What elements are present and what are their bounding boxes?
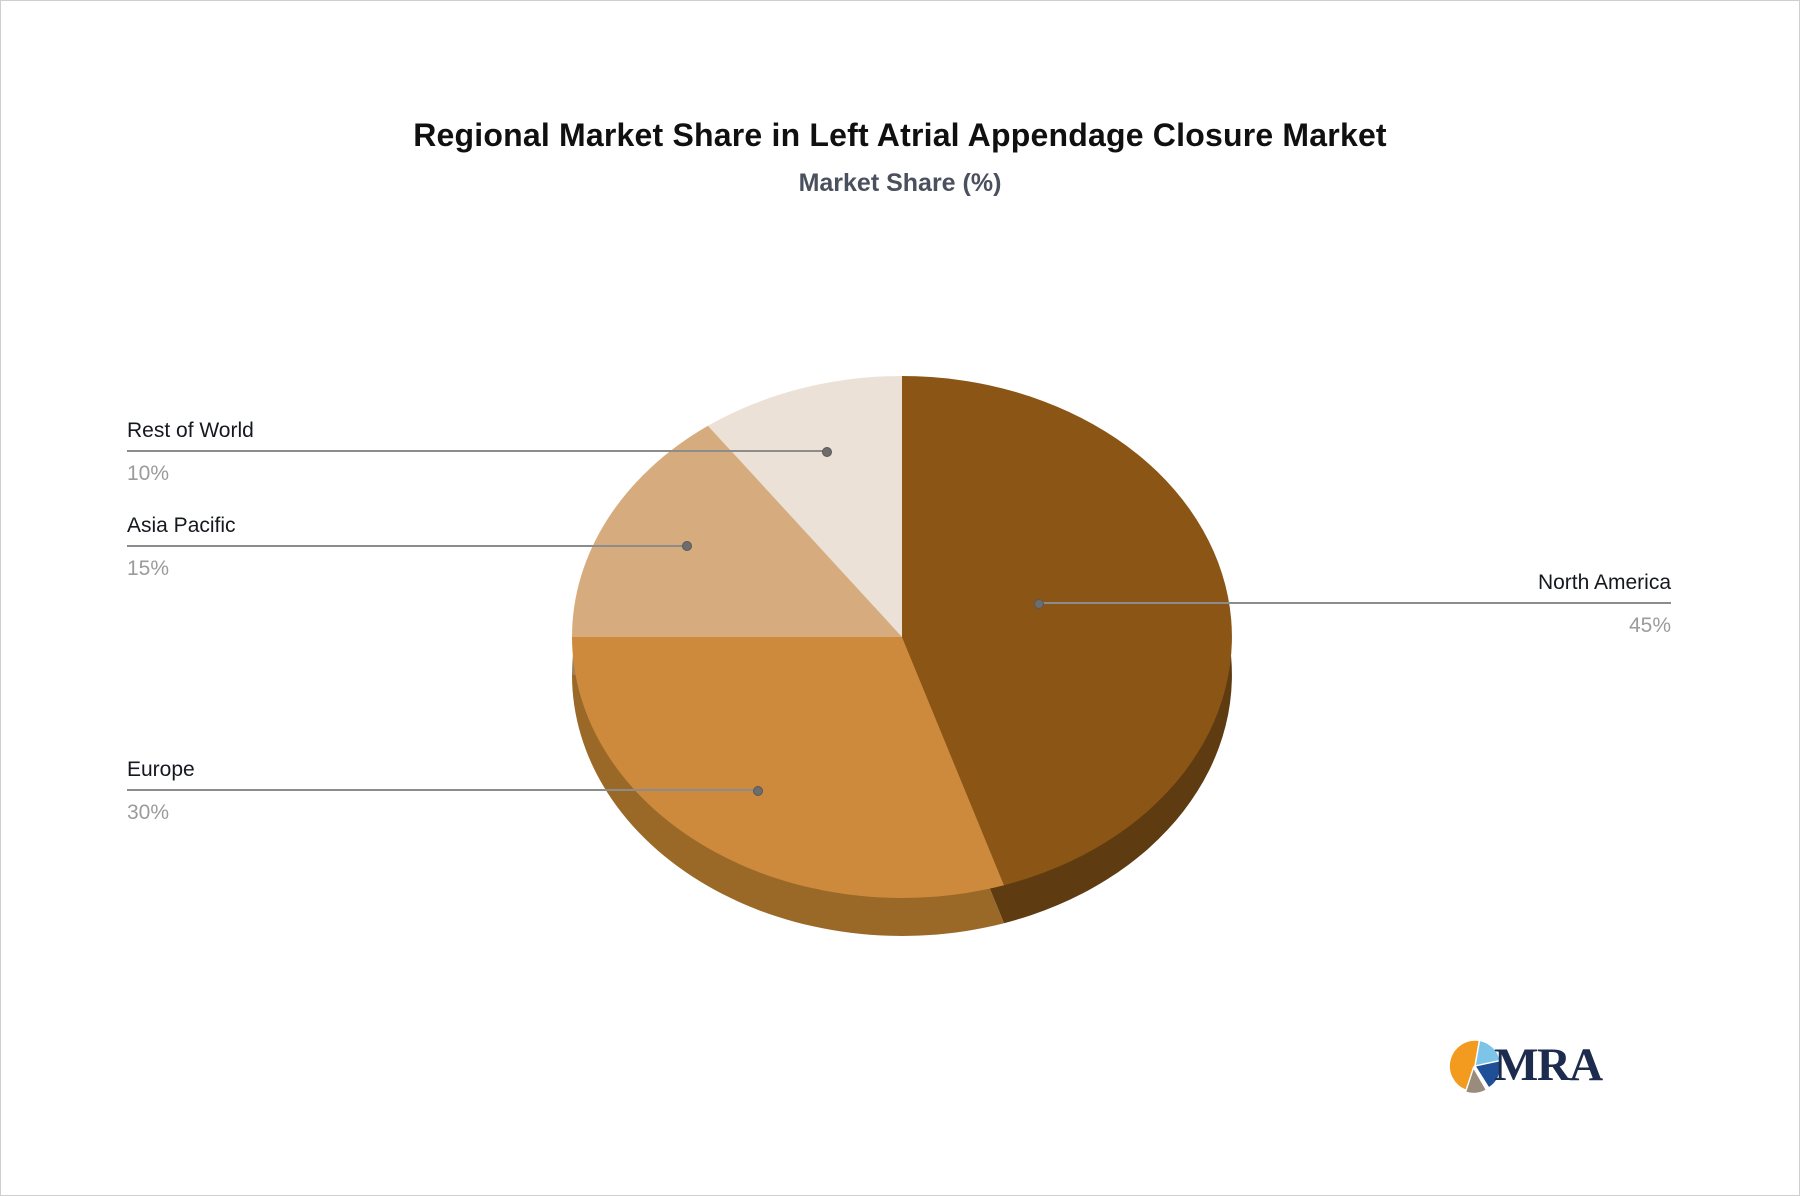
slice-value-north-america: 45% <box>1628 614 1671 637</box>
slice-label-north-america: North America <box>1537 570 1671 594</box>
logo-pie-icon <box>1448 1039 1502 1094</box>
chart-title: Regional Market Share in Left Atrial App… <box>413 117 1387 153</box>
brand-logo: MRA <box>1447 1036 1603 1094</box>
slice-value-rest-of-world: 10% <box>127 462 170 485</box>
slice-label-asia-pacific: Asia Pacific <box>127 513 236 537</box>
logo-text: MRA <box>1494 1038 1603 1091</box>
slice-label-europe: Europe <box>127 757 195 781</box>
slice-label-rest-of-world: Rest of World <box>127 418 254 442</box>
slice-value-asia-pacific: 15% <box>127 557 170 580</box>
slice-value-europe: 30% <box>127 801 170 824</box>
chart-subtitle: Market Share (%) <box>798 169 1002 197</box>
